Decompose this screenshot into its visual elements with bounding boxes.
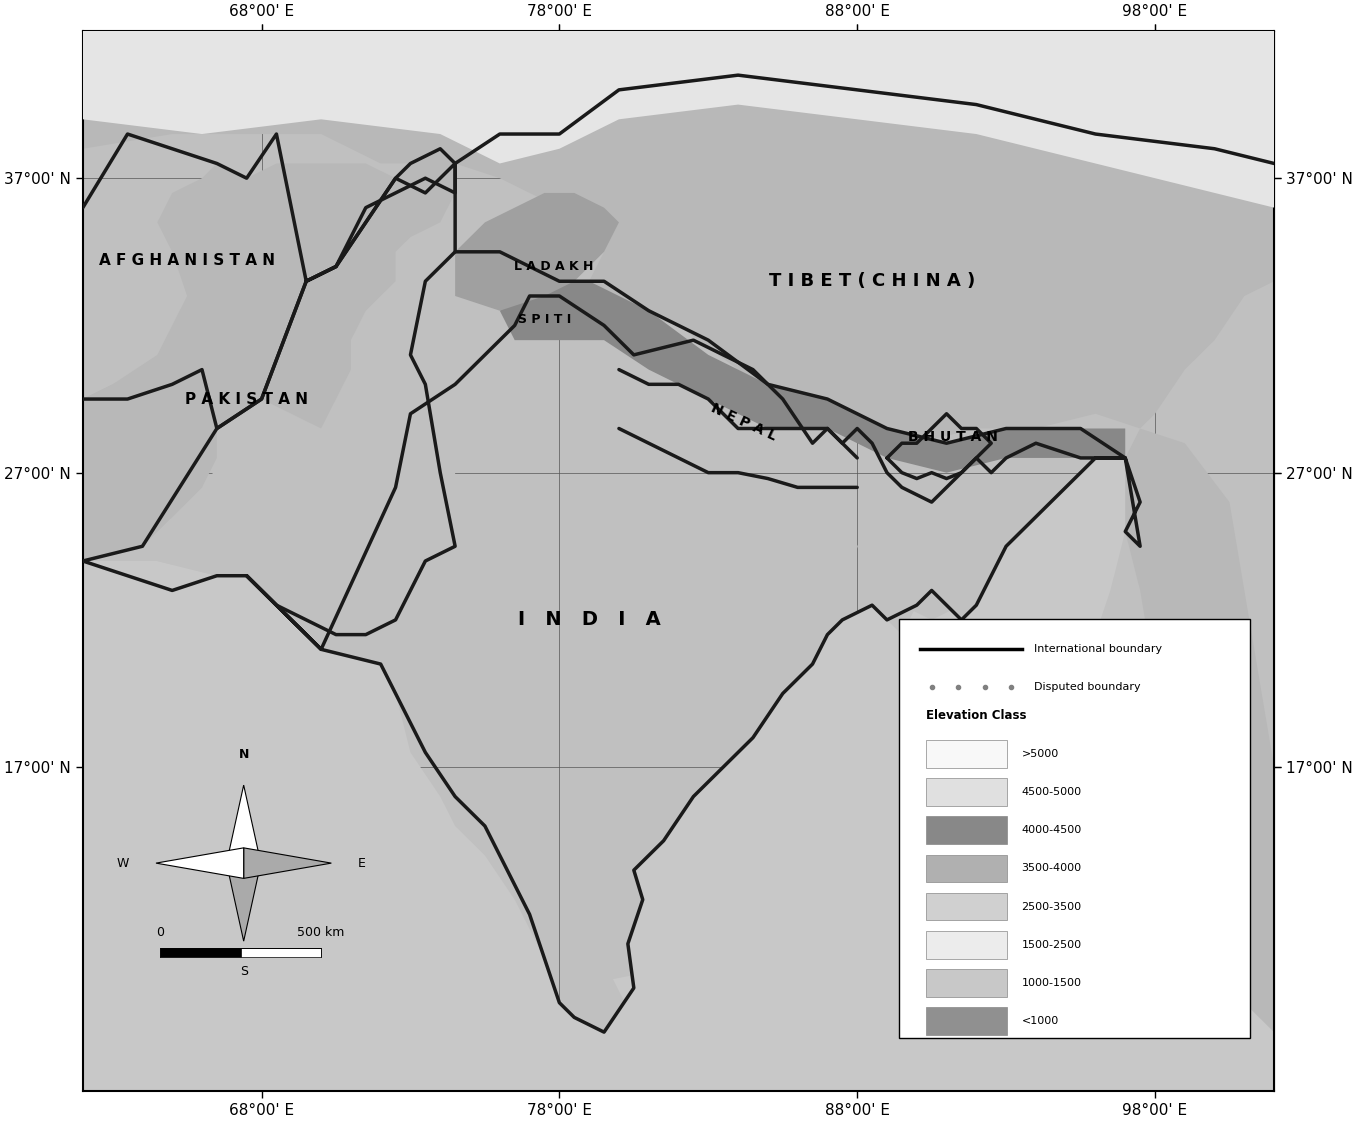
- Text: 4500-5000: 4500-5000: [1022, 788, 1082, 797]
- FancyBboxPatch shape: [927, 779, 1007, 806]
- Text: >5000: >5000: [1022, 748, 1058, 758]
- FancyBboxPatch shape: [160, 948, 240, 957]
- Polygon shape: [244, 848, 331, 879]
- FancyBboxPatch shape: [927, 817, 1007, 844]
- Text: L A D A K H: L A D A K H: [514, 260, 593, 273]
- Text: 1000-1500: 1000-1500: [1022, 978, 1082, 987]
- Polygon shape: [83, 149, 455, 561]
- Text: N: N: [239, 748, 248, 762]
- Text: International boundary: International boundary: [1034, 644, 1162, 654]
- Text: Disputed boundary: Disputed boundary: [1034, 682, 1140, 692]
- Text: 500 km: 500 km: [297, 927, 345, 939]
- FancyBboxPatch shape: [927, 931, 1007, 958]
- FancyBboxPatch shape: [927, 855, 1007, 882]
- Text: A F G H A N I S T A N: A F G H A N I S T A N: [99, 254, 275, 268]
- Text: I   N   D   I   A: I N D I A: [518, 610, 661, 629]
- Text: S: S: [240, 965, 248, 978]
- FancyBboxPatch shape: [927, 969, 1007, 996]
- Polygon shape: [613, 973, 676, 1061]
- FancyBboxPatch shape: [927, 1008, 1007, 1034]
- Text: Elevation Class: Elevation Class: [927, 709, 1027, 723]
- Text: S P I T I: S P I T I: [518, 313, 571, 327]
- Text: P A K I S T A N: P A K I S T A N: [185, 392, 308, 406]
- Text: <1000: <1000: [1022, 1017, 1058, 1026]
- FancyBboxPatch shape: [927, 893, 1007, 920]
- Polygon shape: [499, 282, 1125, 472]
- Text: 4000-4500: 4000-4500: [1022, 826, 1082, 835]
- Text: E: E: [358, 856, 366, 870]
- Polygon shape: [83, 31, 1274, 208]
- Polygon shape: [83, 193, 455, 664]
- Text: N E P A L: N E P A L: [710, 402, 779, 444]
- Polygon shape: [83, 369, 217, 561]
- Polygon shape: [858, 503, 991, 619]
- Polygon shape: [1125, 429, 1274, 1032]
- Polygon shape: [455, 193, 619, 311]
- Polygon shape: [227, 785, 261, 863]
- Text: 3500-4000: 3500-4000: [1022, 864, 1082, 873]
- Text: 1500-2500: 1500-2500: [1022, 940, 1082, 949]
- FancyBboxPatch shape: [927, 741, 1007, 767]
- Text: T I B E T ( C H I N A ): T I B E T ( C H I N A ): [769, 273, 976, 291]
- FancyBboxPatch shape: [240, 948, 322, 957]
- FancyBboxPatch shape: [898, 619, 1250, 1038]
- Polygon shape: [156, 848, 244, 879]
- Text: W: W: [117, 856, 129, 870]
- Text: 2500-3500: 2500-3500: [1022, 902, 1082, 911]
- Text: B H U T A N: B H U T A N: [908, 431, 997, 444]
- Polygon shape: [83, 31, 1274, 443]
- Text: 0: 0: [156, 927, 164, 939]
- Polygon shape: [83, 458, 1274, 1091]
- Polygon shape: [227, 863, 261, 941]
